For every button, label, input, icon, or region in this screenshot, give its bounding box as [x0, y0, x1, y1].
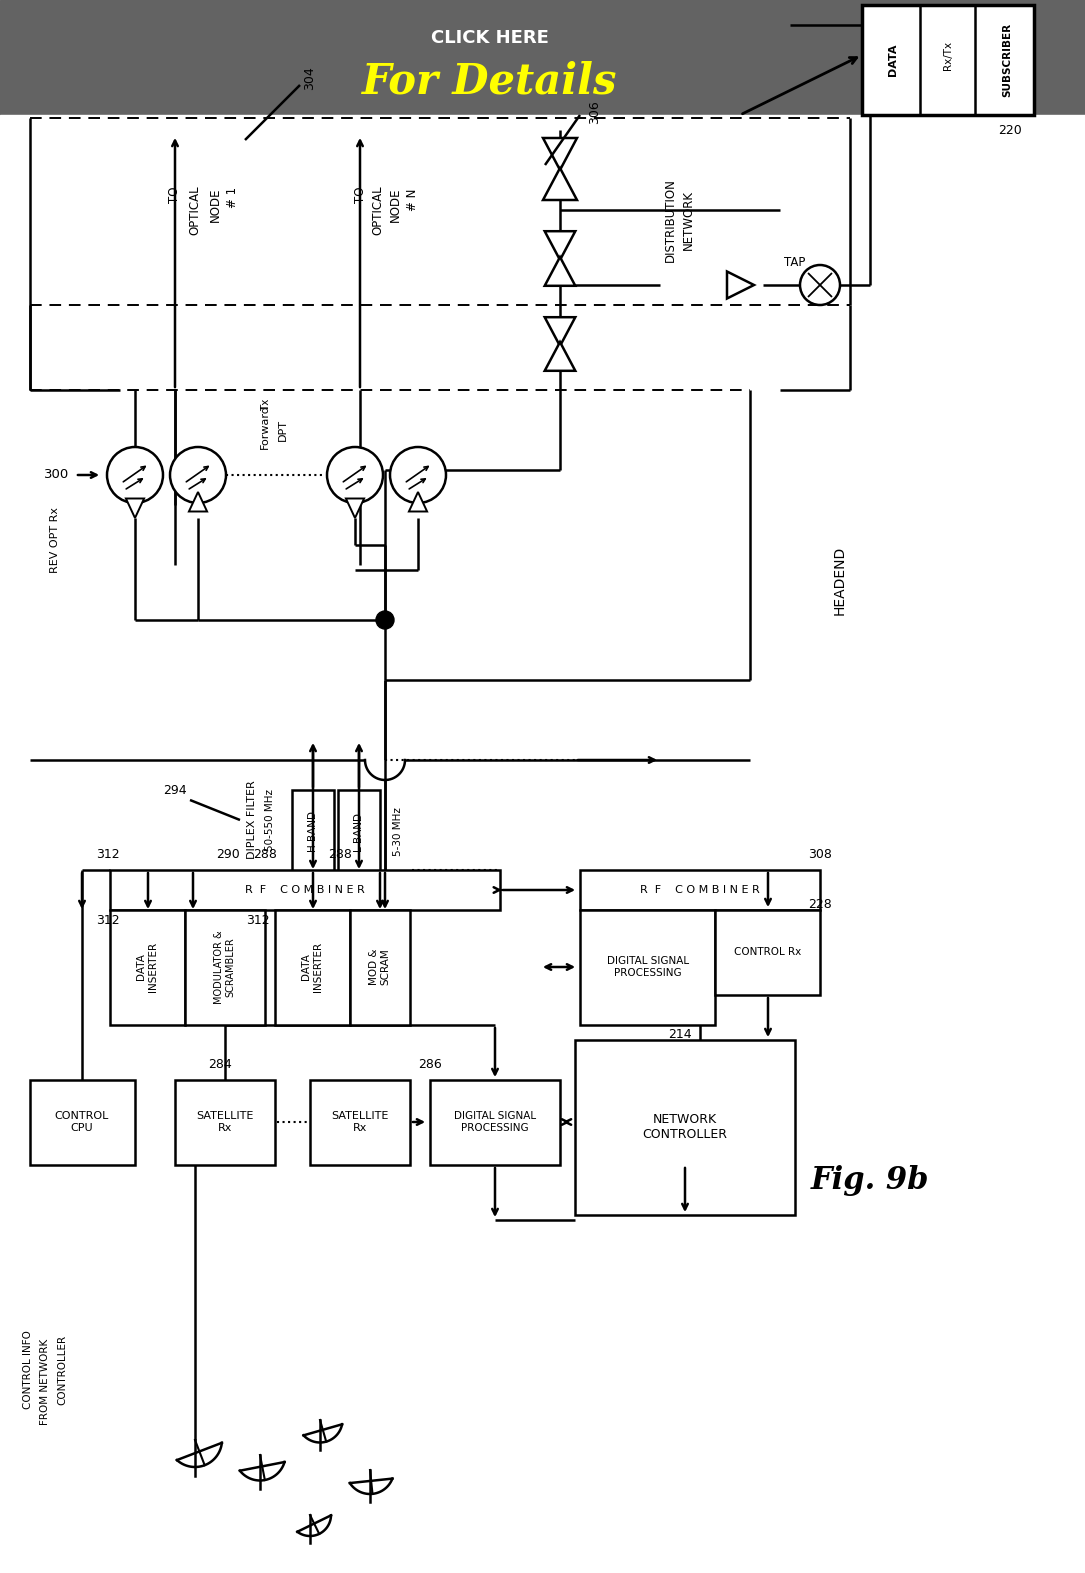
Text: DATA
INSERTER: DATA INSERTER [137, 942, 157, 993]
Text: 304: 304 [304, 66, 317, 90]
Text: SATELLITE
Rx: SATELLITE Rx [331, 1111, 388, 1133]
Text: 288: 288 [328, 848, 352, 862]
Bar [175, 1081, 275, 1166]
Text: CLICK HERE: CLICK HERE [431, 28, 549, 47]
Text: REV OPT Rx: REV OPT Rx [50, 507, 60, 573]
Text: Tx: Tx [261, 400, 271, 411]
Polygon shape [542, 138, 577, 170]
Text: 308: 308 [808, 848, 832, 862]
Text: DATA: DATA [888, 44, 898, 76]
Text: 312: 312 [97, 848, 119, 862]
Text: 284: 284 [208, 1059, 232, 1071]
Polygon shape [409, 492, 427, 511]
Polygon shape [545, 318, 575, 346]
Text: CONTROLLER: CONTROLLER [58, 1335, 67, 1405]
Text: 228: 228 [808, 898, 832, 911]
Text: CONTROL INFO: CONTROL INFO [23, 1331, 33, 1409]
Text: Fig. 9b: Fig. 9b [810, 1164, 929, 1195]
Text: H BAND: H BAND [308, 812, 318, 853]
Text: MODULATOR &
SCRAMBLER: MODULATOR & SCRAMBLER [214, 930, 235, 1004]
Bar [861, 5, 1034, 115]
Polygon shape [542, 168, 577, 200]
Text: DPT: DPT [278, 418, 288, 440]
Polygon shape [346, 499, 365, 518]
Text: DATA
INSERTER: DATA INSERTER [302, 942, 323, 993]
Text: SATELLITE
Rx: SATELLITE Rx [196, 1111, 254, 1133]
Bar [580, 870, 820, 911]
Text: 312: 312 [97, 914, 119, 926]
Circle shape [107, 447, 163, 503]
Text: Forward: Forward [260, 404, 270, 450]
Text: TAP: TAP [784, 255, 806, 269]
Text: 312: 312 [246, 914, 270, 926]
Text: 294: 294 [163, 783, 187, 796]
Text: For Details: For Details [362, 61, 617, 102]
Bar [310, 1081, 410, 1166]
Bar [110, 911, 186, 1026]
Text: 300: 300 [44, 469, 69, 481]
Text: HEADEND: HEADEND [833, 546, 847, 615]
Text: TO: TO [168, 187, 181, 203]
Bar [30, 1081, 135, 1166]
Circle shape [327, 447, 383, 503]
Text: 214: 214 [668, 1029, 692, 1041]
Bar [186, 911, 265, 1026]
Bar [580, 911, 715, 1026]
Circle shape [170, 447, 226, 503]
Text: CONTROL
CPU: CONTROL CPU [55, 1111, 110, 1133]
Text: DIPLEX FILTER: DIPLEX FILTER [247, 780, 257, 859]
Polygon shape [126, 499, 144, 518]
Text: NODE: NODE [208, 187, 221, 222]
Text: L BAND: L BAND [354, 813, 363, 851]
Text: R  F    C O M B I N E R: R F C O M B I N E R [640, 886, 760, 895]
Polygon shape [727, 272, 754, 299]
Polygon shape [545, 341, 575, 371]
Bar [292, 790, 334, 875]
Circle shape [800, 264, 840, 305]
Polygon shape [189, 492, 207, 511]
Bar [715, 911, 820, 996]
Text: 50-550 MHz: 50-550 MHz [265, 790, 275, 851]
Circle shape [376, 610, 394, 629]
Text: NETWORK: NETWORK [681, 190, 694, 250]
Text: OPTICAL: OPTICAL [371, 186, 384, 234]
Polygon shape [545, 231, 575, 260]
Text: OPTICAL: OPTICAL [189, 186, 202, 234]
Circle shape [390, 447, 446, 503]
Text: NETWORK
CONTROLLER: NETWORK CONTROLLER [642, 1114, 728, 1140]
Text: 5-30 MHz: 5-30 MHz [393, 807, 403, 856]
Text: 220: 220 [998, 124, 1022, 137]
Text: NODE: NODE [388, 187, 401, 222]
Text: SUBSCRIBER: SUBSCRIBER [1003, 24, 1012, 98]
Text: 290: 290 [216, 848, 240, 862]
Text: CONTROL Rx: CONTROL Rx [735, 947, 802, 956]
Text: DIGITAL SIGNAL
PROCESSING: DIGITAL SIGNAL PROCESSING [454, 1111, 536, 1133]
Bar [0, 0, 1085, 115]
Text: FROM NETWORK: FROM NETWORK [40, 1339, 50, 1425]
Text: R  F    C O M B I N E R: R F C O M B I N E R [245, 886, 365, 895]
Bar [339, 790, 380, 875]
Bar [350, 911, 410, 1026]
Text: # N: # N [407, 189, 420, 211]
Bar [110, 870, 500, 911]
Text: # 1: # 1 [227, 187, 240, 208]
Text: 306: 306 [588, 101, 601, 124]
Text: TO: TO [354, 187, 367, 203]
Text: 288: 288 [253, 848, 277, 862]
Bar [575, 1040, 795, 1214]
Polygon shape [545, 256, 575, 286]
Bar [275, 911, 350, 1026]
Text: DIGITAL SIGNAL
PROCESSING: DIGITAL SIGNAL PROCESSING [607, 956, 689, 978]
Text: DISTRIBUTION: DISTRIBUTION [664, 178, 677, 263]
Text: Rx/Tx: Rx/Tx [943, 41, 953, 69]
Text: 286: 286 [418, 1059, 442, 1071]
Text: MOD &
SCRAM: MOD & SCRAM [369, 949, 391, 985]
Bar [430, 1081, 560, 1166]
